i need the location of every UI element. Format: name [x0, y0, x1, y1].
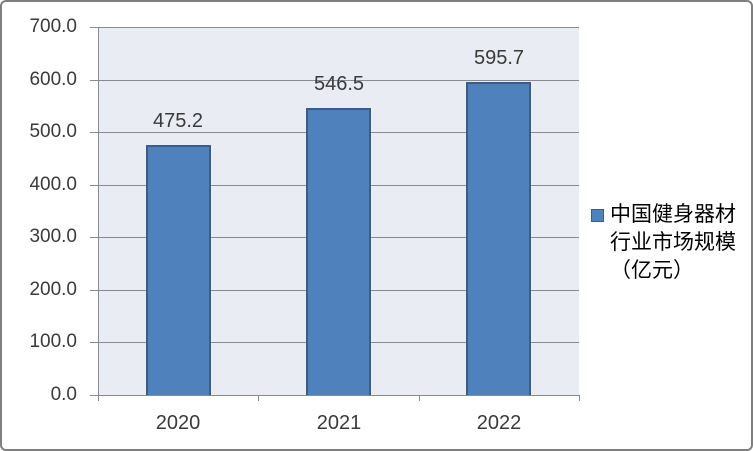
y-axis-line: [98, 27, 99, 401]
x-axis-label: 2020: [155, 412, 201, 434]
y-axis-tick-label: 0.0: [50, 384, 77, 405]
y-axis-tick-label: 200.0: [29, 279, 77, 300]
bar-2020: [146, 145, 211, 395]
y-axis-tick: [90, 132, 98, 133]
legend-label: 中国健身器材 行业市场规模 （亿元）: [610, 201, 736, 285]
bar-value-label: 546.5: [313, 73, 365, 95]
y-axis-tick-label: 500.0: [29, 121, 77, 142]
legend: 中国健身器材 行业市场规模 （亿元）: [591, 201, 736, 285]
x-axis-line: [98, 395, 579, 396]
y-axis-tick-label: 700.0: [29, 16, 77, 37]
x-axis-label: 2021: [316, 412, 362, 434]
bar-2022: [466, 82, 531, 395]
x-axis-tick: [579, 395, 580, 401]
gridline: [98, 27, 579, 28]
legend-marker-icon: [591, 209, 604, 222]
legend-label-line: （亿元）: [610, 259, 694, 282]
gridline: [98, 80, 579, 81]
bar-value-label: 475.2: [152, 110, 204, 132]
x-axis-label: 2022: [476, 412, 522, 434]
y-axis-tick-label: 100.0: [29, 331, 77, 352]
y-axis-tick: [90, 80, 98, 81]
legend-label-line: 中国健身器材: [610, 203, 736, 226]
y-axis-tick: [90, 395, 98, 396]
y-axis-tick: [90, 27, 98, 28]
y-axis-tick-label: 600.0: [29, 69, 77, 90]
x-axis-tick: [419, 395, 420, 401]
legend-label-line: 行业市场规模: [610, 231, 736, 254]
y-axis-tick-label: 400.0: [29, 174, 77, 195]
y-axis-tick: [90, 185, 98, 186]
bar-value-label: 595.7: [473, 47, 525, 69]
y-axis-tick: [90, 342, 98, 343]
x-axis-tick: [258, 395, 259, 401]
y-axis-tick: [90, 290, 98, 291]
y-axis-tick-label: 300.0: [29, 226, 77, 247]
bar-2021: [306, 108, 371, 395]
x-axis-tick: [98, 395, 99, 401]
y-axis-tick: [90, 237, 98, 238]
